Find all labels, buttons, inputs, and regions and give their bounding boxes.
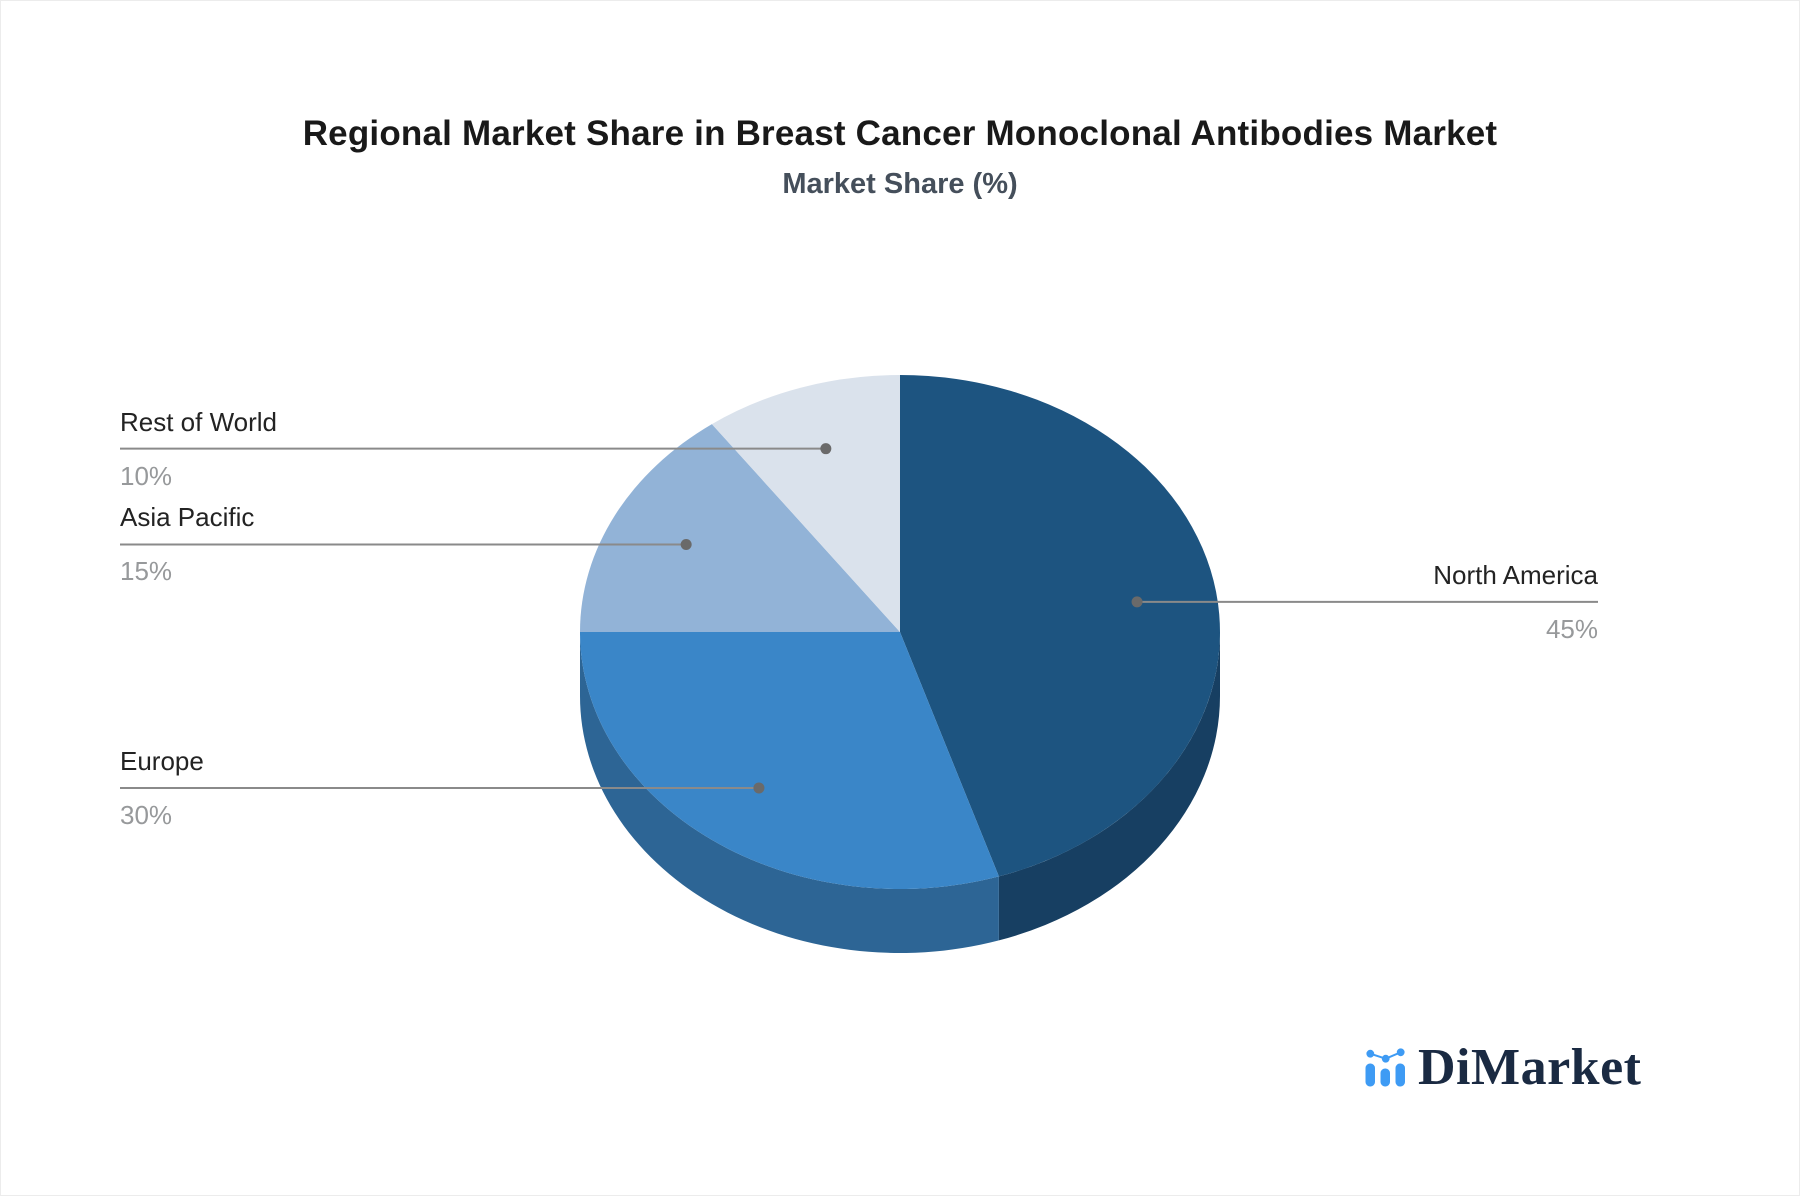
pie-slice-asia-pacific bbox=[580, 424, 900, 632]
pie-slice-rest-of-world bbox=[711, 375, 900, 632]
callout-label-north-america: North America bbox=[1433, 559, 1598, 590]
callout-dot-europe bbox=[753, 782, 765, 794]
dimarket-logo-text: DiMarket bbox=[1418, 1039, 1642, 1096]
chart-subtitle: Market Share (%) bbox=[782, 168, 1018, 200]
callout-label-asia-pacific: Asia Pacific bbox=[120, 502, 255, 533]
callout-label-rest-of-world: Rest of World bbox=[120, 406, 278, 437]
pie-slice-side-europe bbox=[580, 632, 999, 953]
chart-title: Regional Market Share in Breast Cancer M… bbox=[302, 114, 1498, 153]
callout-label-europe: Europe bbox=[120, 745, 204, 776]
callout-dot-asia-pacific bbox=[680, 538, 692, 550]
callout-dot-rest-of-world bbox=[820, 443, 832, 455]
callout-value-rest-of-world: 10% bbox=[120, 460, 173, 491]
callout-value-north-america: 45% bbox=[1545, 613, 1598, 644]
dimarket-logo: DiMarket bbox=[1363, 1039, 1642, 1096]
dimarket-logo-icon bbox=[1365, 1048, 1405, 1087]
callout-value-asia-pacific: 15% bbox=[120, 556, 173, 587]
pie-slice-side-north-america bbox=[998, 632, 1220, 941]
pie-slice-europe bbox=[580, 632, 999, 889]
callout-value-europe: 30% bbox=[120, 799, 173, 830]
pie-slice-north-america bbox=[900, 375, 1220, 877]
callout-dot-north-america bbox=[1131, 596, 1143, 608]
